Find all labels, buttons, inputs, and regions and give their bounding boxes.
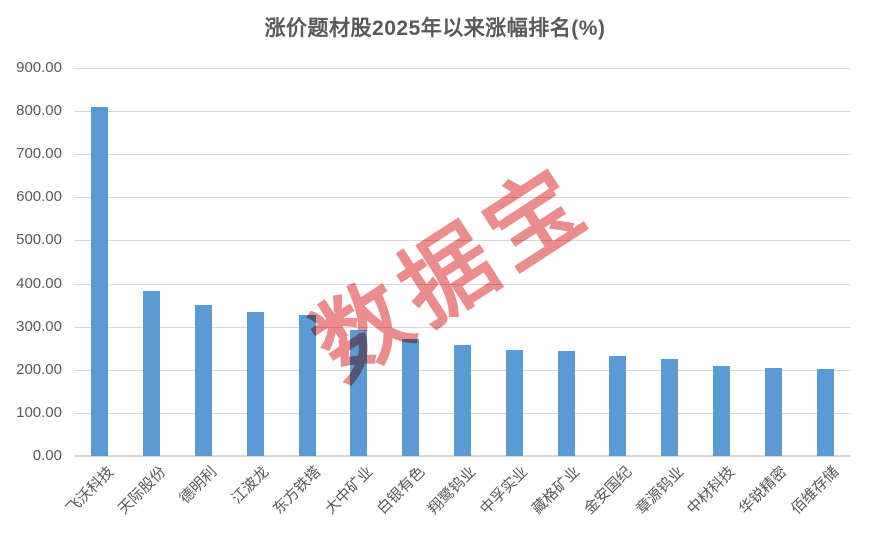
bar-飞沃科技 (91, 107, 109, 456)
gridline (74, 283, 851, 285)
gridline (74, 326, 851, 328)
bar-翔鹭钨业 (454, 345, 471, 456)
x-axis-label: 德明利 (176, 463, 221, 508)
y-axis-tick-label: 100.00 (16, 403, 62, 421)
x-axis-label: 东方铁塔 (269, 463, 325, 518)
x-axis-label: 江波龙 (228, 463, 273, 508)
chart-title: 涨价题材股2025年以来涨幅排名(%) (264, 17, 606, 40)
bar-大中矿业 (350, 330, 368, 456)
y-axis-tick-label: 700.00 (16, 145, 62, 163)
x-axis-label: 佰维存储 (787, 463, 843, 518)
y-axis-tick-label: 600.00 (16, 188, 62, 206)
y-axis-tick-label: 400.00 (16, 274, 62, 292)
y-axis-tick-label: 900.00 (16, 59, 62, 76)
bar-中材科技 (713, 366, 730, 456)
bar-白银有色 (402, 339, 420, 456)
bar-天际股份 (143, 291, 161, 456)
x-axis-label: 翔鹭钨业 (425, 463, 480, 518)
bar-德明利 (195, 305, 212, 456)
bar-华锐精密 (764, 368, 782, 456)
gridline (74, 154, 851, 156)
x-axis-label: 藏格矿业 (528, 463, 584, 518)
x-axis-label: 中材科技 (684, 463, 739, 518)
gridline (74, 68, 851, 69)
y-axis-tick-label: 300.00 (16, 317, 62, 335)
gridline (74, 240, 851, 242)
bar-佰维存储 (816, 369, 834, 456)
x-axis-line (74, 455, 851, 457)
bar-东方铁塔 (298, 315, 316, 456)
x-axis-label: 华锐精密 (736, 463, 791, 518)
x-axis-label: 白银有色 (373, 463, 429, 518)
y-axis-tick-label: 500.00 (16, 231, 62, 249)
x-axis-label: 大中矿业 (321, 463, 377, 518)
bar-章源钨业 (661, 359, 679, 456)
x-axis-label: 中孚实业 (477, 463, 532, 518)
y-axis-tick-label: 200.00 (16, 360, 62, 378)
gridline (74, 197, 851, 199)
x-axis-label: 金安国纪 (580, 463, 636, 518)
x-axis-label: 飞沃科技 (62, 463, 118, 518)
x-axis-label: 天际股份 (114, 463, 170, 518)
bar-藏格矿业 (557, 351, 575, 456)
y-axis-tick-label: 0.00 (32, 447, 62, 464)
x-axis-label: 章源钨业 (632, 463, 688, 518)
bar-金安国纪 (609, 356, 627, 456)
bar-江波龙 (246, 312, 264, 456)
bar-中孚实业 (505, 350, 523, 456)
y-axis-tick-label: 800.00 (16, 102, 62, 120)
gridline (74, 111, 851, 113)
